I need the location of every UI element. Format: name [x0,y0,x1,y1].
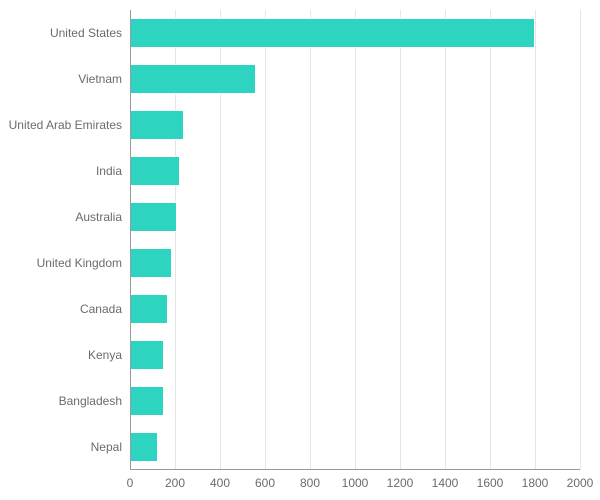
gridline [265,10,266,470]
x-tick-label: 1600 [477,470,504,490]
gridline [580,10,581,470]
gridline [490,10,491,470]
x-tick-label: 1000 [342,470,369,490]
x-tick-label: 1800 [522,470,549,490]
x-tick-label: 1200 [387,470,414,490]
bar [130,386,164,416]
bar [130,248,172,278]
bar [130,340,164,370]
gridline [445,10,446,470]
bar [130,156,180,186]
bar-chart: 0 200 400 600 800 1000 1200 1400 1600 1800 2000 Uni… [0,0,600,500]
gridline [310,10,311,470]
bar [130,202,177,232]
x-tick-label: 200 [165,470,185,490]
x-axis [130,469,580,470]
bar [130,18,535,48]
y-tick-label: United States [50,26,130,40]
plot-area: 0200400600800100012001400160018002000Uni… [130,10,580,470]
bar [130,432,158,462]
x-tick-label: 600 [255,470,275,490]
x-tick-label: 1400 [432,470,459,490]
x-tick-label: 800 [300,470,320,490]
y-tick-label: Australia [75,210,130,224]
y-tick-label: Canada [80,302,130,316]
x-tick-label: 2000 [567,470,594,490]
y-tick-label: Kenya [88,348,130,362]
x-tick-label: 0 [127,470,134,490]
x-tick-label: 400 [210,470,230,490]
y-tick-label: Bangladesh [59,394,130,408]
y-tick-label: United Kingdom [37,256,130,270]
bar [130,110,184,140]
y-tick-label: United Arab Emirates [9,118,130,132]
gridline [400,10,401,470]
y-tick-label: Nepal [91,440,130,454]
y-axis [130,10,131,470]
gridline [355,10,356,470]
y-tick-label: Vietnam [78,72,130,86]
bar [130,64,256,94]
y-tick-label: India [96,164,130,178]
gridline [535,10,536,470]
bar [130,294,168,324]
